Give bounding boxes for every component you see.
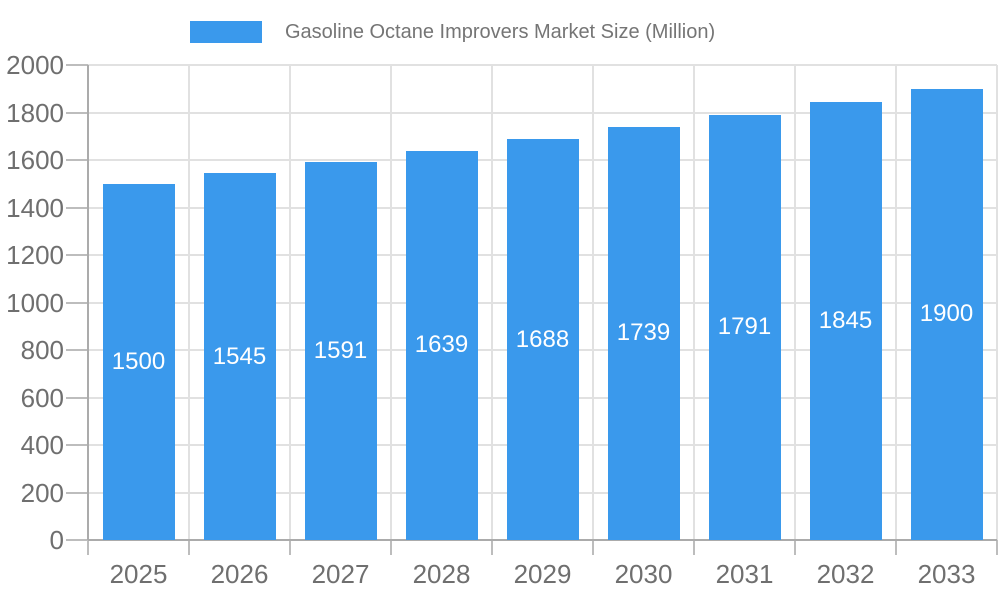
x-tick [87,540,89,555]
x-tick [693,540,695,555]
v-gridline [491,65,493,540]
x-axis-label: 2032 [816,559,875,589]
x-tick [592,540,594,555]
v-gridline [996,65,998,540]
bar-value-label: 1688 [515,325,570,353]
x-axis-label: 2028 [412,559,471,589]
y-tick [66,111,88,114]
y-axis-label: 1600 [6,145,64,175]
y-axis-label: 1800 [6,97,64,128]
y-tick [66,349,88,351]
v-gridline [895,65,897,540]
y-axis-label: 800 [20,335,64,365]
x-tick [390,540,392,555]
legend-item[interactable]: Gasoline Octane Improvers Market Size (M… [190,15,715,49]
y-tick [66,539,88,541]
y-tick [66,206,88,209]
y-axis-label: 0 [49,525,64,555]
bar-value-label: 1639 [414,331,469,359]
bar-value-label: 1591 [313,337,368,365]
bar-value-label: 1500 [111,347,166,375]
bar: 1545 [203,173,276,540]
bar-value-label: 1545 [212,342,267,370]
x-axis-label: 2029 [513,559,572,589]
y-axis-label: 1200 [6,240,64,270]
y-axis-line [87,65,89,540]
y-tick [66,491,88,494]
v-gridline [188,65,190,540]
x-axis-label: 2027 [311,559,370,589]
y-tick [66,64,88,66]
x-tick [491,540,493,555]
x-axis-line [88,539,997,541]
x-tick [188,540,190,555]
bar-value-label: 1845 [818,306,873,334]
bar: 1739 [607,126,680,540]
y-tick [66,159,88,161]
v-gridline [289,65,291,540]
x-tick [895,540,897,555]
y-tick [66,301,88,304]
bar: 1845 [809,101,882,540]
x-axis-label: 2025 [109,559,168,589]
x-axis-label: 2030 [614,559,673,589]
bar-value-label: 1739 [616,319,671,347]
y-axis-label: 1000 [6,287,64,318]
h-gridline [88,111,997,114]
x-axis-label: 2026 [210,559,269,589]
x-tick [289,540,291,555]
bar: 1688 [506,139,579,540]
x-axis-label: 2031 [715,559,774,589]
v-gridline [390,65,392,540]
bar: 1900 [910,88,983,540]
bar-value-label: 1791 [717,313,772,341]
y-tick [66,396,88,399]
legend-label: Gasoline Octane Improvers Market Size (M… [285,20,716,43]
y-tick [66,254,88,256]
legend-swatch [190,21,262,43]
bar: 1791 [708,114,781,540]
v-gridline [592,65,594,540]
h-gridline [88,64,997,66]
bar: 1591 [304,162,377,540]
y-tick [66,444,88,446]
y-axis-label: 600 [20,382,64,413]
x-tick [794,540,796,555]
y-axis-label: 200 [20,477,64,508]
v-gridline [693,65,695,540]
y-axis-label: 1400 [6,192,64,223]
x-axis-label: 2033 [917,559,976,589]
bar-value-label: 1900 [919,300,974,328]
v-gridline [794,65,796,540]
y-axis-label: 2000 [6,50,64,80]
y-axis-label: 400 [20,430,64,460]
bar: 1500 [102,183,175,540]
x-tick [996,540,998,555]
bar: 1639 [405,150,478,540]
